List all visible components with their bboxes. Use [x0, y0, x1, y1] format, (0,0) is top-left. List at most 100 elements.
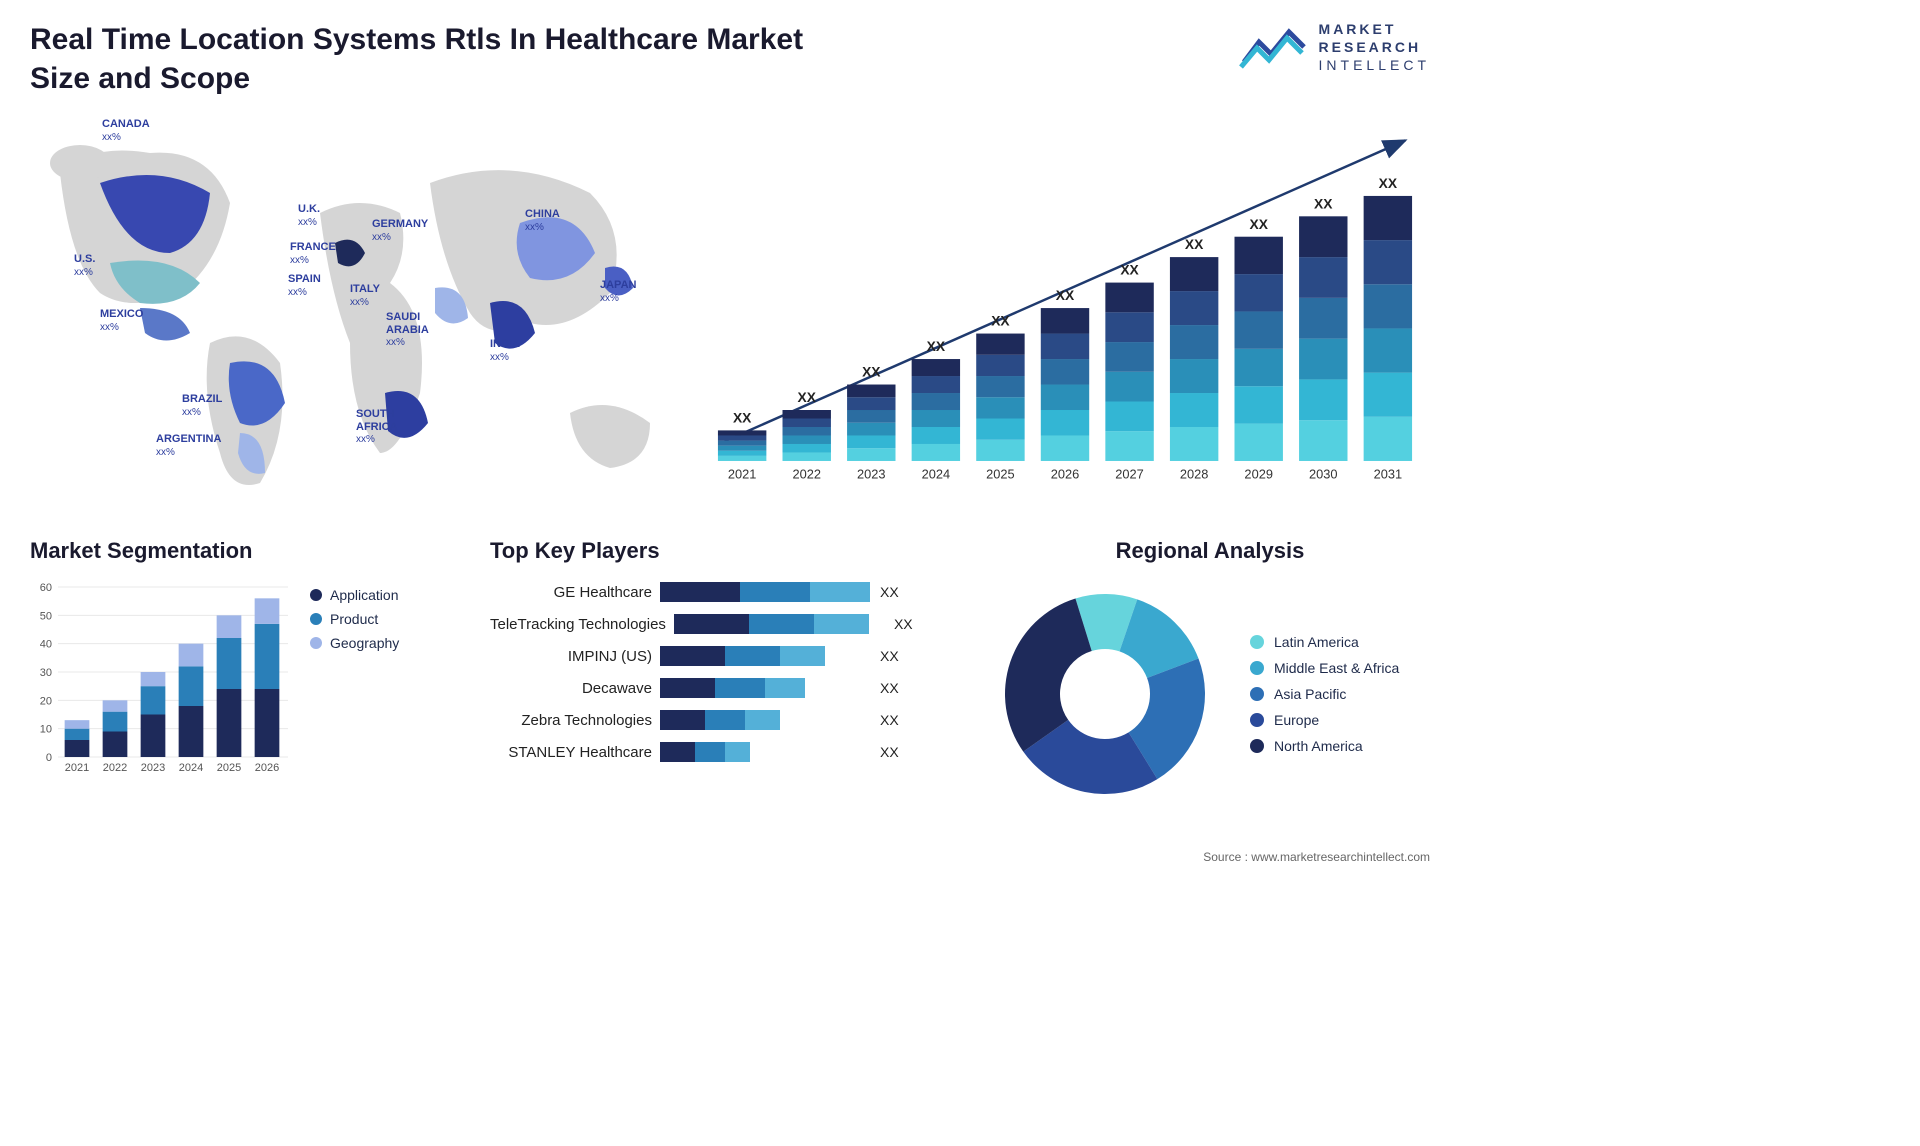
- svg-text:40: 40: [40, 639, 52, 651]
- svg-text:20: 20: [40, 695, 52, 707]
- player-value: XX: [884, 616, 913, 632]
- player-bar: [660, 742, 870, 762]
- svg-text:50: 50: [40, 610, 52, 622]
- player-name: TeleTracking Technologies: [490, 616, 674, 633]
- svg-text:2021: 2021: [65, 762, 89, 774]
- svg-text:2024: 2024: [179, 762, 203, 774]
- page-title: Real Time Location Systems Rtls In Healt…: [30, 20, 830, 98]
- map-label-saudi-arabia: SAUDIARABIAxx%: [386, 311, 429, 349]
- segmentation-legend: Application Product Geography: [310, 579, 399, 659]
- regional-legend: Latin America Middle East & Africa Asia Pa…: [1250, 624, 1399, 764]
- player-bar: [660, 710, 870, 730]
- player-value: XX: [870, 712, 899, 728]
- svg-text:XX: XX: [1250, 216, 1269, 232]
- map-label-canada: CANADAxx%: [102, 118, 150, 143]
- player-name: GE Healthcare: [490, 584, 660, 601]
- map-label-germany: GERMANYxx%: [372, 218, 428, 243]
- svg-text:XX: XX: [1120, 262, 1139, 278]
- map-label-u-k-: U.K.xx%: [298, 203, 320, 228]
- players-list: GE Healthcare XXTeleTracking Technologie…: [490, 579, 960, 765]
- player-row: STANLEY Healthcare XX: [490, 739, 960, 765]
- player-row: TeleTracking Technologies XX: [490, 611, 960, 637]
- map-label-brazil: BRAZILxx%: [182, 393, 222, 418]
- map-label-mexico: MEXICOxx%: [100, 308, 143, 333]
- svg-text:XX: XX: [1379, 175, 1398, 191]
- svg-text:2024: 2024: [922, 467, 951, 482]
- player-bar: [660, 678, 870, 698]
- map-label-france: FRANCExx%: [290, 241, 336, 266]
- svg-text:60: 60: [40, 582, 52, 594]
- svg-text:2022: 2022: [103, 762, 127, 774]
- player-name: Decawave: [490, 680, 660, 697]
- player-bar: [674, 614, 884, 634]
- map-label-italy: ITALYxx%: [350, 283, 380, 308]
- growth-chart-svg: XX 2021 XX 2022 XX 2023 XX 2024 XX 2025 XX 2026 XX 20…: [700, 123, 1430, 503]
- svg-text:2025: 2025: [986, 467, 1015, 482]
- seg-legend-product: Product: [310, 611, 399, 627]
- regional-legend-item: Middle East & Africa: [1250, 660, 1399, 676]
- map-label-argentina: ARGENTINAxx%: [156, 433, 221, 458]
- svg-text:2025: 2025: [217, 762, 241, 774]
- svg-text:XX: XX: [862, 364, 881, 380]
- player-name: Zebra Technologies: [490, 712, 660, 729]
- seg-legend-application: Application: [310, 587, 399, 603]
- seg-legend-geography: Geography: [310, 635, 399, 651]
- map-label-japan: JAPANxx%: [600, 279, 636, 304]
- svg-text:2030: 2030: [1309, 467, 1338, 482]
- svg-text:2026: 2026: [255, 762, 279, 774]
- regional-title: Regional Analysis: [990, 538, 1430, 564]
- svg-text:XX: XX: [1314, 195, 1333, 211]
- logo-line1: MARKET: [1319, 20, 1430, 38]
- player-value: XX: [870, 680, 899, 696]
- svg-text:2031: 2031: [1374, 467, 1403, 482]
- regional-donut: [990, 579, 1220, 809]
- player-name: IMPINJ (US): [490, 648, 660, 665]
- player-value: XX: [870, 648, 899, 664]
- svg-text:0: 0: [46, 752, 52, 764]
- svg-text:2029: 2029: [1244, 467, 1273, 482]
- svg-text:2021: 2021: [728, 467, 757, 482]
- player-value: XX: [870, 744, 899, 760]
- regional-legend-item: North America: [1250, 738, 1399, 754]
- logo-line3: INTELLECT: [1319, 56, 1430, 74]
- svg-text:XX: XX: [991, 313, 1010, 329]
- map-label-south-africa: SOUTHAFRICAxx%: [356, 408, 398, 446]
- svg-text:2027: 2027: [1115, 467, 1144, 482]
- svg-text:XX: XX: [1056, 287, 1075, 303]
- svg-text:30: 30: [40, 667, 52, 679]
- segmentation-chart: 0 10 20 30 40 50 60 2021 2022 2023 2024 2025 2026: [30, 579, 290, 779]
- map-label-india: INDIAxx%: [490, 338, 520, 363]
- player-row: IMPINJ (US) XX: [490, 643, 960, 669]
- regional-legend-item: Europe: [1250, 712, 1399, 728]
- player-bar: [660, 582, 870, 602]
- player-row: GE Healthcare XX: [490, 579, 960, 605]
- player-row: Decawave XX: [490, 675, 960, 701]
- svg-text:XX: XX: [927, 338, 946, 354]
- svg-text:XX: XX: [733, 409, 752, 425]
- map-label-u-s-: U.S.xx%: [74, 253, 95, 278]
- players-title: Top Key Players: [490, 538, 960, 564]
- source-text: Source : www.marketresearchintellect.com: [1203, 850, 1430, 864]
- svg-text:2026: 2026: [1051, 467, 1080, 482]
- map-label-china: CHINAxx%: [525, 208, 560, 233]
- segmentation-title: Market Segmentation: [30, 538, 460, 564]
- player-bar: [660, 646, 870, 666]
- player-value: XX: [870, 584, 899, 600]
- svg-text:2022: 2022: [792, 467, 821, 482]
- growth-chart: XX 2021 XX 2022 XX 2023 XX 2024 XX 2025 XX 2026 XX 20…: [700, 123, 1430, 503]
- map-label-spain: SPAINxx%: [288, 273, 321, 298]
- svg-text:10: 10: [40, 724, 52, 736]
- brand-logo: MARKET RESEARCH INTELLECT: [1239, 20, 1430, 75]
- svg-text:2023: 2023: [857, 467, 886, 482]
- world-map: CANADAxx% U.S.xx% MEXICOxx% BRAZILxx% ARGENT…: [30, 113, 670, 513]
- player-row: Zebra Technologies XX: [490, 707, 960, 733]
- player-name: STANLEY Healthcare: [490, 744, 660, 761]
- logo-line2: RESEARCH: [1319, 38, 1430, 56]
- svg-text:2028: 2028: [1180, 467, 1209, 482]
- svg-text:XX: XX: [1185, 236, 1204, 252]
- svg-text:XX: XX: [798, 389, 817, 405]
- logo-icon: [1239, 22, 1309, 72]
- regional-legend-item: Asia Pacific: [1250, 686, 1399, 702]
- regional-legend-item: Latin America: [1250, 634, 1399, 650]
- svg-text:2023: 2023: [141, 762, 165, 774]
